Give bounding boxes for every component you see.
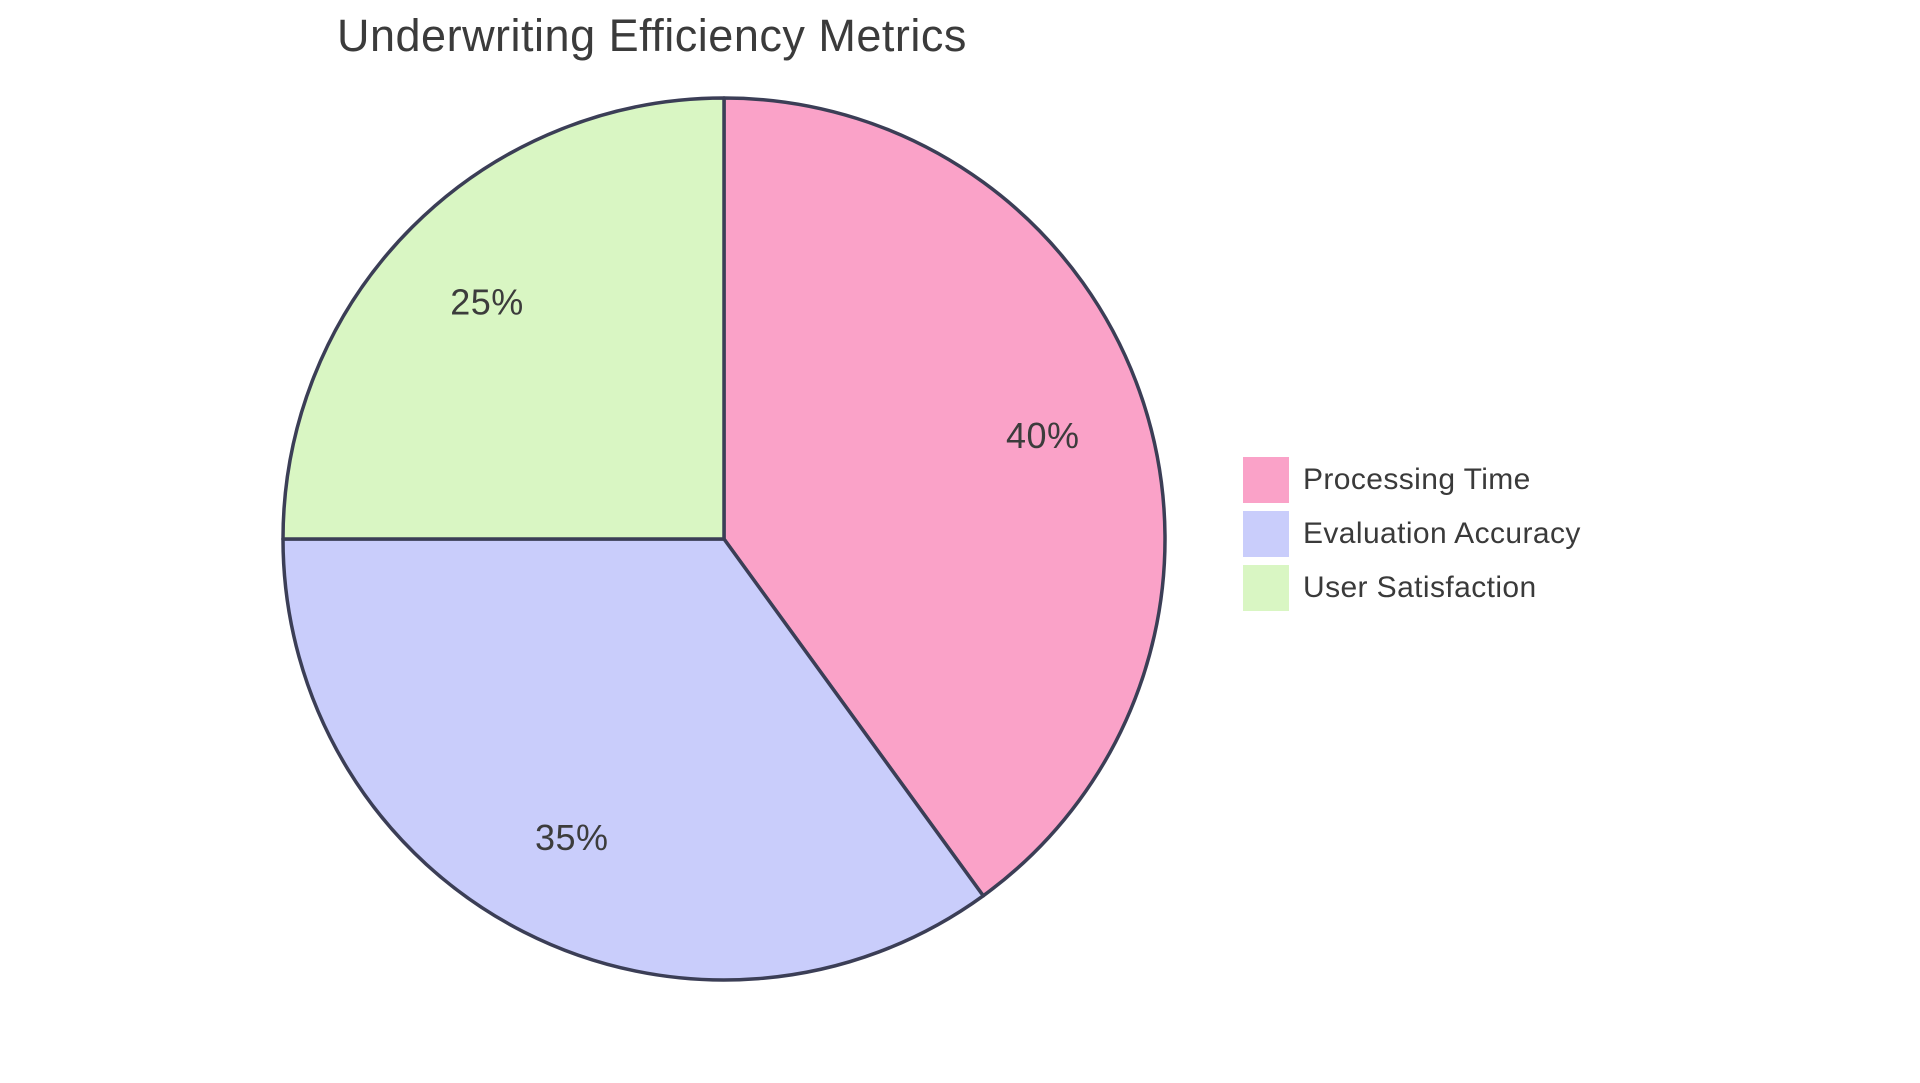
legend-item-evaluation-accuracy[interactable]: Evaluation Accuracy — [1243, 511, 1581, 557]
pie-slice-processing-time[interactable] — [722, 96, 1167, 898]
legend-item-processing-time[interactable]: Processing Time — [1243, 457, 1581, 503]
legend-label-processing-time: Processing Time — [1303, 463, 1531, 496]
pie-slice-user-satisfaction[interactable] — [281, 96, 726, 541]
legend-swatch-user-satisfaction — [1243, 565, 1289, 611]
pie-slice-evaluation-accuracy[interactable] — [281, 537, 985, 982]
legend-swatch-processing-time — [1243, 457, 1289, 503]
legend-label-user-satisfaction: User Satisfaction — [1303, 571, 1537, 604]
legend: Processing Time Evaluation Accuracy User… — [1243, 457, 1581, 611]
pie-value-label-user-satisfaction: 25% — [450, 282, 524, 323]
legend-swatch-evaluation-accuracy — [1243, 511, 1289, 557]
pie-value-label-evaluation-accuracy: 35% — [535, 817, 609, 858]
pie-value-label-processing-time: 40% — [1006, 415, 1080, 456]
chart-title: Underwriting Efficiency Metrics — [337, 10, 967, 61]
legend-label-evaluation-accuracy: Evaluation Accuracy — [1303, 517, 1581, 550]
legend-item-user-satisfaction[interactable]: User Satisfaction — [1243, 565, 1581, 611]
